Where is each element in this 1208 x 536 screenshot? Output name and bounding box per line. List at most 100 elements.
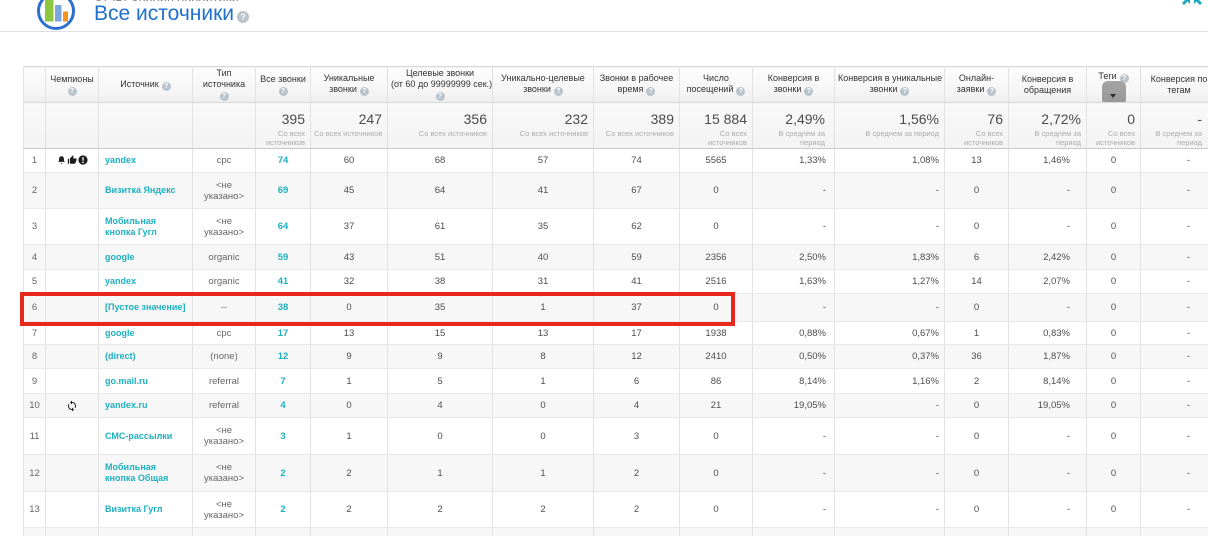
cell-type [192, 527, 256, 536]
help-icon[interactable]: ? [359, 87, 369, 96]
cell-conv_calls: - [752, 172, 835, 209]
table-row-5[interactable]: 5 yandex organic 41 32 38 31 41 2516 1,63% 1,27% 14… [23, 269, 1208, 294]
source-link[interactable]: yandex [105, 155, 137, 165]
table-row-10[interactable]: 10 yandex.ru referral 4 0 4 0 4 21 19,05% -0 19,05%… [23, 393, 1208, 418]
cell-unique_calls [310, 527, 388, 536]
source-link[interactable]: Визитка Яндекс [105, 185, 176, 195]
cell-target_calls: 4 [387, 393, 493, 418]
source-link[interactable]: go.mail.ru [105, 375, 149, 386]
header-divider [0, 31, 1208, 32]
help-icon[interactable]: ? [646, 87, 656, 96]
source-link[interactable]: google [105, 327, 135, 338]
cell-tags: 0 [1086, 321, 1141, 345]
column-header-visits[interactable]: Число посещений? [679, 66, 753, 103]
cell-work_time_calls: 4 [593, 393, 680, 418]
table-row-7[interactable]: 7 google cpc 17 13 15 13 17 1938 0,88% 0,67% 1 0,83%… [23, 321, 1208, 345]
cell-champions [45, 321, 99, 345]
cell-type: <не указано> [192, 454, 256, 492]
cell-visits: 86 [679, 368, 753, 394]
column-label: время? [597, 84, 676, 96]
refresh-icon [68, 400, 76, 411]
help-icon[interactable]: ? [553, 87, 563, 96]
cell-source: google [98, 321, 193, 345]
column-header-conv_unique_calls[interactable]: Конверсия в уникальные звонки? [834, 66, 945, 103]
table-row-2[interactable]: 2 Визитка Яндекс <не указано> 69 45 64 41 67 0- -… [23, 172, 1208, 209]
table-row-8[interactable]: 8 (direct) (none) 12 9 9 8 12 2410 0,50% 0,37% 36 1,… [23, 344, 1208, 369]
table-row-1[interactable]: 1 yandex cpc 74 60 68 57 74 5565 1,33% 1,08% 13 1,46… [23, 148, 1208, 173]
summary-value: 389 [650, 111, 674, 127]
help-icon[interactable]: ? [435, 92, 445, 101]
cell-work_time_calls: 17 [593, 321, 680, 345]
cell-unique_calls: 60 [310, 148, 388, 173]
cell-unique_target_calls: 57 [492, 148, 594, 173]
summary-cell-visits: 15 884 Со всех источников [679, 102, 753, 149]
help-icon[interactable]: ? [900, 87, 910, 96]
source-link[interactable]: (direct) [105, 351, 136, 361]
help-icon[interactable]: ? [987, 87, 997, 96]
help-icon[interactable]: ? [219, 92, 229, 101]
source-link[interactable]: СМС-рассылки [105, 430, 173, 441]
expand-icon[interactable] [1182, 0, 1202, 11]
column-label: Чемпионы [50, 73, 94, 84]
help-icon[interactable]: ? [161, 81, 171, 91]
table-row-9[interactable]: 9 go.mail.ru referral 7 1 5 1 6 86 8,14% 1,16% 2 8,1… [23, 368, 1208, 394]
column-header-champions[interactable]: Чемпионы? [45, 66, 99, 103]
column-label: Все звонки [260, 73, 306, 84]
help-icon[interactable]: ? [278, 86, 288, 96]
cell-all_calls: 4 [255, 393, 311, 418]
cell-all_calls: 17 [255, 321, 311, 345]
source-link[interactable]: yandex.ru [105, 400, 148, 410]
source-link[interactable]: [Пустое значение] [105, 302, 186, 312]
column-header-target_calls[interactable]: Целевые звонки (от 60 до 99999999 сек.)? [387, 66, 493, 103]
help-icon[interactable]: ? [1119, 74, 1129, 83]
cell-conv_tags: - [1140, 344, 1208, 369]
summary-value: 2,49% [785, 111, 825, 127]
cell-tags: 0 [1086, 368, 1141, 394]
column-label: Источник? [102, 79, 189, 91]
source-link[interactable]: Визитка Гугл [105, 504, 163, 514]
table-row-11[interactable]: 11 СМС-рассылки <не указано> 3 1 0 0 3 0- -0-0- [23, 417, 1208, 455]
column-header-num[interactable] [23, 66, 46, 103]
cell-conv_calls [752, 527, 835, 536]
cell-type: (none) [192, 344, 256, 369]
column-label: тегам [1167, 84, 1191, 95]
column-header-type[interactable]: Тип источника? [192, 66, 256, 103]
cell-unique_target_calls: 40 [492, 244, 594, 270]
column-header-all_calls[interactable]: Все звонки? [255, 66, 311, 103]
cell-conv_unique_calls: 1,08% [834, 148, 945, 173]
column-header-conv_tags[interactable]: Конверсия по тегам [1140, 66, 1208, 103]
table-row-3[interactable]: 3 Мобильная кнопка Гугл <не указано> 64 37 61… [23, 208, 1208, 245]
source-link[interactable]: Мобильная кнопка Гугл [105, 215, 157, 237]
column-header-unique_target_calls[interactable]: Уникально-целевые звонки? [492, 66, 594, 103]
title-help-icon[interactable]: ? [237, 11, 249, 23]
source-link[interactable]: google [105, 251, 135, 262]
table-row-12[interactable]: 12 Мобильная кнопка Общая <не указано> 2 2 1 1… [23, 454, 1208, 492]
help-icon[interactable]: ? [804, 87, 814, 96]
cell-work_time_calls: 67 [593, 172, 680, 209]
cell-conv_tags: - [1140, 148, 1208, 173]
tags-dropdown-button[interactable] [1101, 81, 1126, 102]
help-icon[interactable]: ? [736, 87, 746, 96]
cell-source: yandex [98, 148, 193, 173]
column-header-unique_calls[interactable]: Уникальные звонки? [310, 66, 388, 103]
column-header-work_time_calls[interactable]: Звонки в рабочее время? [593, 66, 680, 103]
table-row-6[interactable]: 6 [Пустое значение] -- 38 0 35 1 37 0- -0-0- [23, 293, 1208, 322]
table-row-4[interactable]: 4 google organic 59 43 51 40 59 2356 2,50% 1,83% 6 2… [23, 244, 1208, 270]
summary-cell-work_time_calls: 389 Со всех источников [593, 102, 680, 149]
column-header-source[interactable]: Источник? [98, 66, 193, 103]
cell-type: organic [192, 269, 256, 294]
cell-all_calls: 41 [255, 269, 311, 294]
source-link[interactable]: Мобильная кнопка Общая [105, 462, 169, 483]
column-header-tags[interactable]: Теги? [1086, 66, 1141, 103]
column-label: звонки? [314, 84, 384, 96]
source-link[interactable]: yandex [105, 276, 137, 286]
column-header-online_leads[interactable]: Онлайн-заявки? [944, 66, 1009, 103]
cell-unique_calls: 9 [310, 344, 388, 369]
table-row-13[interactable]: 13 Визитка Гугл <не указано> 2 2 2 2 2 0- -0-0- [23, 491, 1208, 528]
column-header-conv_appeals[interactable]: Конверсия в обращения [1008, 66, 1087, 103]
cell-unique_target_calls: 1 [492, 293, 594, 322]
help-icon[interactable]: ? [67, 86, 77, 96]
cell-work_time_calls: 37 [593, 293, 680, 322]
column-header-conv_calls[interactable]: Конверсия в звонки? [752, 66, 835, 103]
cell-champions [45, 368, 99, 394]
